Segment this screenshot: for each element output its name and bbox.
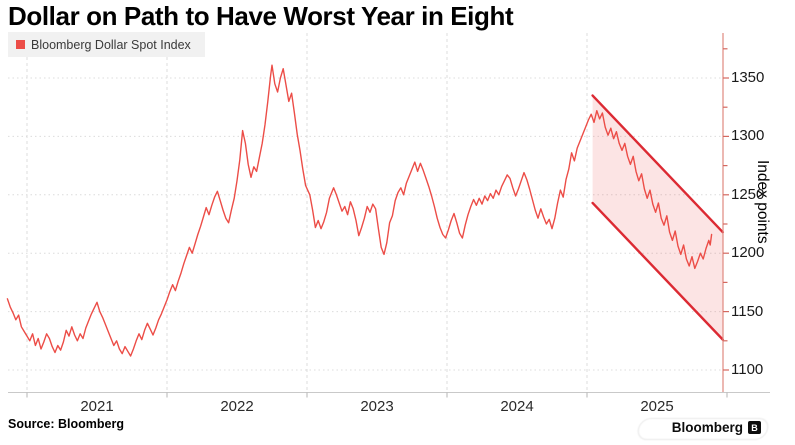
y-axis-title: Index points [754, 160, 771, 244]
y-axis-tick-label: 1100 [731, 361, 764, 378]
y-axis-tick-label: 1300 [731, 127, 765, 145]
bloomberg-logo-icon: B [748, 421, 761, 434]
x-axis-tick-label: 2022 [220, 398, 254, 415]
bloomberg-wordmark: Bloomberg [671, 420, 743, 435]
y-axis-tick-label: 1250 [731, 185, 765, 203]
x-axis-tick-label: 2021 [80, 398, 114, 415]
x-axis-tick-label: 2024 [500, 398, 534, 415]
x-axis-tick-label: 2025 [640, 398, 674, 415]
y-axis-tick-label: 1150 [731, 302, 764, 320]
bloomberg-brand: Bloomberg B [672, 420, 761, 435]
x-axis-tick-label: 2023 [360, 398, 394, 415]
y-axis-tick-label: 1200 [731, 244, 765, 262]
source-credit: Source: Bloomberg [8, 417, 124, 431]
legend-swatch-icon [16, 40, 25, 49]
y-axis-tick-label: 1350 [731, 69, 765, 86]
legend-label: Bloomberg Dollar Spot Index [31, 37, 191, 52]
chart-legend: Bloomberg Dollar Spot Index [8, 32, 205, 57]
chart-title: Dollar on Path to Have Worst Year in Eig… [8, 1, 514, 31]
